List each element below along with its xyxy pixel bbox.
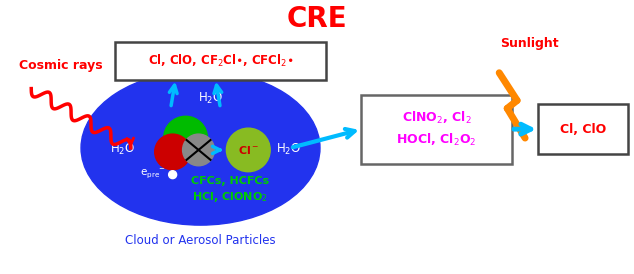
Text: ClNO$_2$, Cl$_2$
HOCl, Cl$_2$O$_2$: ClNO$_2$, Cl$_2$ HOCl, Cl$_2$O$_2$ (396, 110, 477, 148)
Text: CRE: CRE (287, 5, 347, 33)
Text: Sunlight: Sunlight (500, 37, 559, 50)
Text: Cloud or Aerosol Particles: Cloud or Aerosol Particles (125, 235, 276, 247)
Text: H$_2$O: H$_2$O (198, 91, 223, 106)
Text: Cl$^-$: Cl$^-$ (238, 144, 259, 156)
Circle shape (164, 116, 207, 160)
Text: Cl, ClO: Cl, ClO (560, 123, 606, 136)
Circle shape (183, 134, 214, 166)
Text: Cosmic rays: Cosmic rays (19, 59, 103, 72)
Ellipse shape (81, 71, 320, 225)
FancyBboxPatch shape (361, 95, 512, 164)
Text: H$_2$O: H$_2$O (110, 142, 136, 158)
Circle shape (226, 128, 270, 172)
FancyBboxPatch shape (538, 104, 628, 154)
Text: CFCs, HCFCs
HCl, ClONO$_2$: CFCs, HCFCs HCl, ClONO$_2$ (191, 176, 269, 204)
Text: H$_2$O: H$_2$O (276, 142, 301, 158)
Circle shape (169, 171, 177, 179)
FancyBboxPatch shape (115, 42, 326, 80)
Text: Cl, ClO, CF$_2$Cl$\bullet$, CFCl$_2$$\bullet$: Cl, ClO, CF$_2$Cl$\bullet$, CFCl$_2$$\bu… (148, 53, 294, 69)
Circle shape (155, 134, 191, 170)
Text: e$_{\rm pre}$$^{-}$: e$_{\rm pre}$$^{-}$ (139, 168, 166, 181)
